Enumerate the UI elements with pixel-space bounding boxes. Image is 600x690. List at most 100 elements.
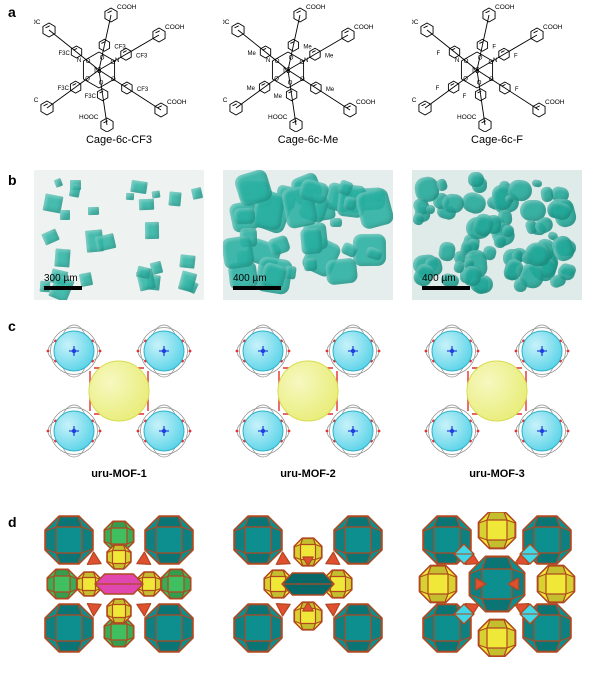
scale-bar-1: 400 µm (233, 273, 281, 290)
svg-text:Ni: Ni (94, 66, 102, 75)
crystal (303, 258, 317, 272)
crystal (540, 186, 554, 202)
crystal (180, 254, 196, 269)
crystal (168, 191, 182, 206)
chem-label-0: Cage-6c-CF3 (86, 134, 152, 146)
svg-text:F: F (436, 86, 440, 92)
svg-text:Me: Me (326, 87, 335, 93)
mof-label-0: uru-MOF-1 (91, 468, 147, 480)
svg-text:F: F (515, 87, 519, 93)
crystal (233, 208, 255, 224)
svg-text:HOOC: HOOC (223, 19, 230, 26)
chem-cell-2: NiNNOFCOOHOFCOOHOFHOOCOFHOOCOFCOOHOFHOOC… (412, 2, 582, 154)
struct-cell-0: uru-MOF-1 (34, 316, 204, 496)
svg-text:COOH: COOH (306, 4, 326, 11)
row-d (0, 512, 600, 672)
svg-text:N: N (77, 58, 81, 64)
svg-text:N: N (115, 58, 119, 64)
row-c: uru-MOF-1 uru-MOF-2 uru-MOF-3 (0, 316, 600, 496)
tiling-cell-1 (223, 512, 393, 672)
chem-cell-1: NiNNOMeCOOHOMeCOOHOMeHOOCOMeHOOCOMeCOOHO… (223, 2, 393, 154)
struct-cell-1: uru-MOF-2 (223, 316, 393, 496)
svg-text:O: O (288, 80, 293, 86)
crystal (223, 235, 255, 270)
crystal (531, 180, 542, 189)
crystal (60, 210, 70, 220)
svg-text:F: F (514, 53, 518, 59)
mof-label-1: uru-MOF-2 (280, 468, 336, 480)
scale-bar-line-2 (422, 286, 470, 290)
crystal (353, 186, 393, 230)
svg-text:HOOC: HOOC (412, 19, 419, 26)
svg-text:F3C: F3C (59, 51, 71, 57)
svg-text:O: O (464, 59, 469, 65)
micrograph-0: 300 µm (34, 170, 204, 300)
svg-text:Me: Me (247, 86, 256, 92)
crystal (412, 212, 425, 226)
chem-cell-0: NiNNOCF3COOHOCF3COOHOF3CHOOCOF3CHOOCOCF3… (34, 2, 204, 154)
svg-text:HOOC: HOOC (79, 114, 99, 121)
crystal (300, 228, 323, 256)
svg-text:COOH: COOH (545, 99, 565, 106)
crystal (69, 183, 82, 197)
tiling-cell-0 (34, 512, 204, 672)
struct-cell-2: uru-MOF-3 (412, 316, 582, 496)
crystal (267, 234, 291, 256)
svg-text:F3C: F3C (58, 86, 70, 92)
svg-text:COOH: COOH (354, 24, 374, 31)
tiling-0 (34, 512, 204, 657)
svg-text:O: O (477, 80, 482, 86)
mof-structure-0 (34, 316, 204, 466)
svg-text:COOH: COOH (495, 4, 515, 11)
crystal (442, 193, 465, 213)
crystal (41, 228, 60, 245)
crystal (468, 172, 484, 188)
svg-text:HOOC: HOOC (457, 114, 477, 121)
svg-text:F3C: F3C (85, 94, 97, 100)
chem-structure-1: NiNNOMeCOOHOMeCOOHOMeHOOCOMeHOOCOMeCOOHO… (223, 2, 393, 132)
scale-bar-0: 300 µm (44, 273, 82, 290)
svg-text:COOH: COOH (356, 99, 376, 106)
scale-bar-line-1 (233, 286, 281, 290)
svg-text:HOOC: HOOC (412, 97, 417, 104)
tiling-1 (223, 512, 393, 657)
svg-text:Me: Me (325, 53, 334, 59)
svg-text:COOH: COOH (543, 24, 563, 31)
svg-text:Me: Me (274, 94, 283, 100)
svg-text:Me: Me (248, 51, 257, 57)
crystal (145, 221, 159, 238)
tiling-cell-2 (412, 512, 582, 672)
chem-structure-0: NiNNOCF3COOHOCF3COOHOF3CHOOCOF3CHOOCOCF3… (34, 2, 204, 132)
svg-text:O: O (85, 77, 90, 83)
svg-text:HOOC: HOOC (34, 19, 41, 26)
svg-text:CF3: CF3 (136, 53, 148, 59)
svg-text:CF3: CF3 (137, 87, 149, 93)
svg-text:O: O (300, 60, 305, 66)
crystal (131, 180, 149, 194)
svg-text:O: O (86, 59, 91, 65)
svg-text:O: O (300, 77, 305, 83)
svg-text:Ni: Ni (283, 66, 291, 75)
svg-text:O: O (274, 77, 279, 83)
svg-text:F: F (463, 94, 467, 100)
svg-text:HOOC: HOOC (34, 97, 39, 104)
scale-bar-line-0 (44, 286, 82, 290)
scale-bar-label-0: 300 µm (44, 273, 78, 284)
crystal (54, 178, 63, 188)
svg-text:N: N (304, 58, 308, 64)
micrograph-cell-2: 400 µm (412, 170, 582, 302)
crystal (95, 233, 117, 252)
svg-text:COOH: COOH (167, 99, 187, 106)
mof-structure-2 (412, 316, 582, 466)
crystal (324, 258, 357, 286)
svg-text:HOOC: HOOC (268, 114, 288, 121)
svg-text:O: O (489, 60, 494, 66)
svg-text:CF3: CF3 (114, 44, 126, 50)
svg-text:F: F (492, 44, 496, 50)
scale-bar-label-2: 400 µm (422, 273, 456, 284)
tiling-2 (412, 512, 582, 657)
svg-text:N: N (493, 58, 497, 64)
crystal (126, 192, 134, 199)
micrograph-cell-0: 300 µm (34, 170, 204, 302)
svg-text:Me: Me (303, 44, 312, 50)
